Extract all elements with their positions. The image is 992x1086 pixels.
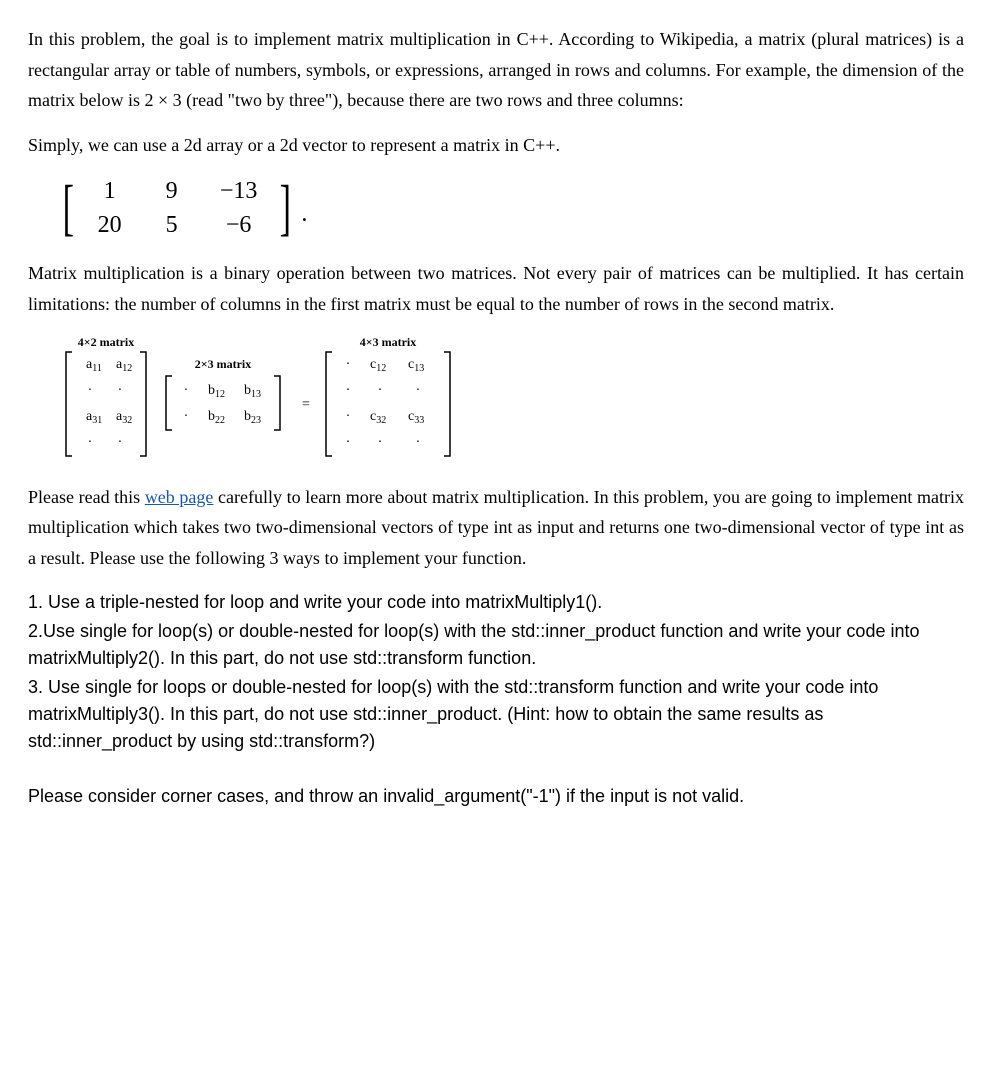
svg-text:b12: b12 — [208, 383, 225, 400]
svg-text:b22: b22 — [208, 409, 225, 426]
svg-text:c33: c33 — [408, 409, 424, 426]
svg-text:·: · — [118, 435, 123, 450]
question-1: 1. Use a triple-nested for loop and writ… — [28, 589, 964, 616]
matrix-cell: 20 — [79, 208, 141, 242]
svg-text:·: · — [88, 435, 93, 450]
svg-text:c12: c12 — [370, 357, 386, 374]
matrix-cell: 5 — [141, 208, 203, 242]
diagram-label-a: 4×2 matrix — [78, 335, 135, 349]
diagram-label-c: 4×3 matrix — [360, 335, 417, 349]
svg-text:c32: c32 — [370, 409, 386, 426]
paragraph-intro-2: Simply, we can use a 2d array or a 2d ve… — [28, 130, 964, 161]
text-before-link: Please read this — [28, 487, 145, 507]
svg-text:·: · — [378, 383, 383, 398]
svg-text:·: · — [416, 435, 421, 450]
matrix-cell: −6 — [203, 208, 275, 242]
matrix-cell: 1 — [79, 174, 141, 208]
svg-text:·: · — [346, 435, 351, 450]
svg-text:·: · — [346, 383, 351, 398]
svg-text:·: · — [346, 357, 351, 372]
matrix-cell: 9 — [141, 174, 203, 208]
svg-text:a31: a31 — [86, 409, 102, 426]
question-3: 3. Use single for loops or double-nested… — [28, 674, 964, 755]
svg-text:a12: a12 — [116, 357, 132, 374]
matrix-mult-diagram: 4×2 matrix a11 a12 · · a31 a32 · · 2×3 m… — [58, 334, 964, 464]
diagram-label-b: 2×3 matrix — [195, 357, 252, 371]
paragraph-corner-cases: Please consider corner cases, and throw … — [28, 783, 964, 810]
svg-text:c13: c13 — [408, 357, 424, 374]
svg-text:·: · — [378, 435, 383, 450]
svg-text:b13: b13 — [244, 383, 261, 400]
svg-text:=: = — [302, 397, 310, 412]
svg-text:·: · — [118, 383, 123, 398]
svg-text:·: · — [184, 383, 189, 398]
svg-text:·: · — [416, 383, 421, 398]
matrix-cell: −13 — [203, 174, 275, 208]
paragraph-multiplication: Matrix multiplication is a binary operat… — [28, 258, 964, 319]
example-matrix: [ 1 9 −13 20 5 −6 ] . — [58, 174, 964, 242]
paragraph-instructions: Please read this web page carefully to l… — [28, 482, 964, 574]
paragraph-intro-1: In this problem, the goal is to implemen… — [28, 24, 964, 116]
svg-text:·: · — [88, 383, 93, 398]
svg-text:a32: a32 — [116, 409, 132, 426]
question-2: 2.Use single for loop(s) or double-neste… — [28, 618, 964, 672]
svg-text:·: · — [184, 409, 189, 424]
question-list: 1. Use a triple-nested for loop and writ… — [28, 589, 964, 755]
svg-text:b23: b23 — [244, 409, 261, 426]
svg-text:a11: a11 — [86, 357, 102, 374]
web-page-link[interactable]: web page — [145, 487, 214, 507]
svg-text:·: · — [346, 409, 351, 424]
